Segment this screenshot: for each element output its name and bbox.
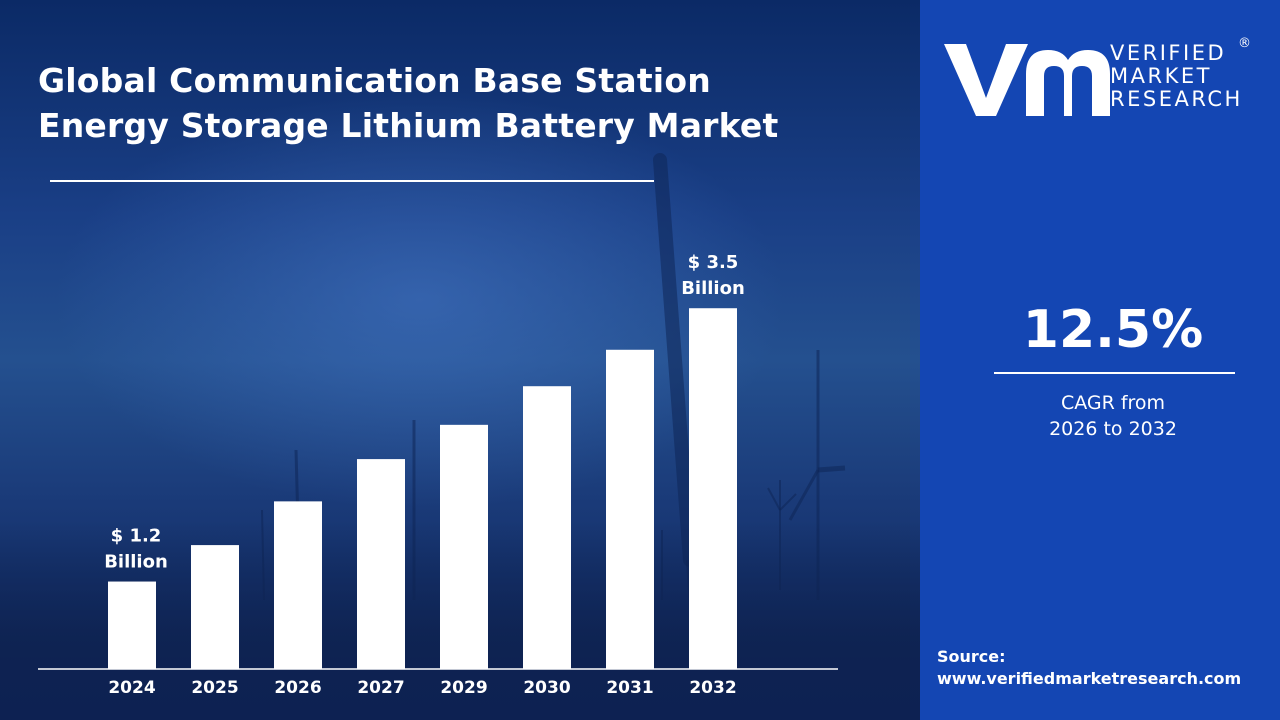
cagr-label-line-1: CAGR from xyxy=(1060,392,1166,414)
bar-2031 xyxy=(606,349,654,669)
bar-2024 xyxy=(108,581,156,669)
chart-title: Global Communication Base Station Energy… xyxy=(38,58,838,148)
chart-title-line-2: Energy Storage Lithium Battery Market xyxy=(38,106,779,145)
brand-wordmark: VERIFIED MARKET RESEARCH xyxy=(1110,42,1243,111)
cagr-value: 12.5% xyxy=(1022,300,1204,360)
x-tick-label-2026: 2026 xyxy=(274,678,321,698)
source-label: Source: xyxy=(937,647,1006,666)
bar-2025 xyxy=(191,545,239,669)
cagr-label: CAGR from 2026 to 2032 xyxy=(920,390,1280,442)
x-tick-label-2031: 2031 xyxy=(606,678,653,698)
source-note: Source: www.verifiedmarketresearch.com xyxy=(937,646,1277,690)
brand-line-3: RESEARCH xyxy=(1110,87,1243,111)
bar-2029 xyxy=(440,424,488,669)
title-divider xyxy=(50,180,654,182)
chart-title-line-1: Global Communication Base Station xyxy=(38,61,711,100)
summary-panel: VERIFIED MARKET RESEARCH ® 12.5% CAGR fr… xyxy=(920,0,1280,720)
bar-2026 xyxy=(274,501,322,669)
data-label-2032-line-1: $ 3.5 xyxy=(688,252,739,273)
bar-2027 xyxy=(357,459,405,669)
data-label-2032-line-2: Billion xyxy=(681,278,745,299)
vmr-logo-icon xyxy=(944,44,1110,116)
x-tick-label-2030: 2030 xyxy=(523,678,570,698)
cagr-divider xyxy=(994,372,1235,374)
brand-line-1: VERIFIED xyxy=(1110,41,1227,65)
data-label-2024-line-2: Billion xyxy=(104,552,168,573)
source-url[interactable]: www.verifiedmarketresearch.com xyxy=(937,669,1242,688)
x-tick-label-2027: 2027 xyxy=(357,678,404,698)
bar-2032 xyxy=(689,308,737,669)
x-tick-label-2029: 2029 xyxy=(440,678,487,698)
data-label-2024-line-1: $ 1.2 xyxy=(111,526,162,547)
x-tick-label-2024: 2024 xyxy=(108,678,155,698)
bar-2030 xyxy=(523,386,571,669)
x-tick-label-2025: 2025 xyxy=(191,678,238,698)
cagr-label-line-2: 2026 to 2032 xyxy=(1049,418,1177,440)
registered-mark: ® xyxy=(1238,36,1251,51)
brand-line-2: MARKET xyxy=(1110,64,1212,88)
x-tick-label-2032: 2032 xyxy=(689,678,736,698)
bar-chart: 2024 2025 2026 2027 2029 2030 2031 2032 $ 1.2 Bil… xyxy=(38,252,838,698)
